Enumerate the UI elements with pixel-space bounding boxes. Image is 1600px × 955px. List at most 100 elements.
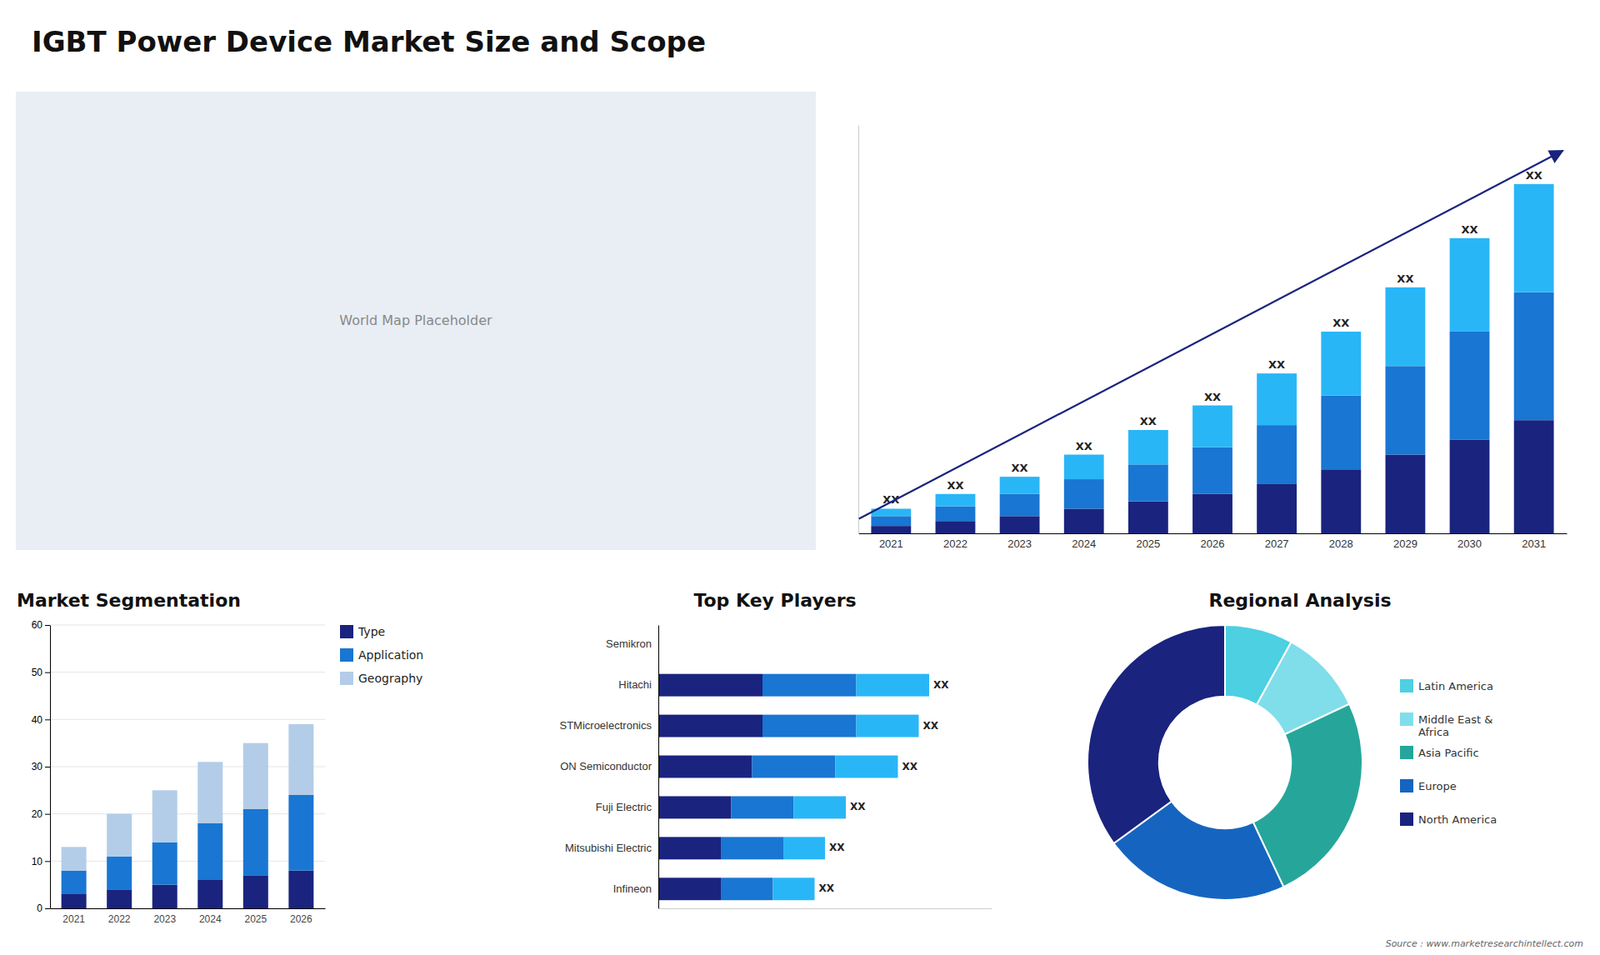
map-annotation: World Map Placeholder <box>339 312 493 329</box>
bar <box>835 755 899 779</box>
x-axis-tick: 2024 <box>199 908 222 925</box>
grid-line <box>50 813 325 815</box>
y-axis-tick-mark <box>45 719 50 720</box>
x-axis-tick: 2023 <box>1007 533 1032 550</box>
legend-item: Type <box>340 625 385 639</box>
bar <box>1000 494 1040 517</box>
bar <box>658 877 721 900</box>
y-axis-tick: Semikron <box>605 637 659 650</box>
bar <box>1192 494 1233 534</box>
y-axis-tick: ON Semiconductor <box>560 760 659 773</box>
bar <box>658 755 753 779</box>
y-axis-tick-mark <box>45 672 50 674</box>
bars <box>658 674 930 901</box>
bar <box>1000 476 1040 495</box>
x-axis-tick: 2022 <box>943 533 968 550</box>
chart-title: Top Key Players <box>693 590 856 611</box>
bar <box>288 795 314 871</box>
bar <box>243 875 269 909</box>
data-label: XX <box>1525 169 1543 182</box>
bar <box>61 846 87 870</box>
bar <box>1514 420 1555 534</box>
bar <box>288 724 314 795</box>
bar <box>762 674 857 697</box>
y-axis-tick: 30 <box>31 760 50 773</box>
data-label: XX <box>933 679 950 691</box>
data-label: XX <box>1396 272 1414 285</box>
bar <box>1450 238 1490 332</box>
legend-item: Middle East &Africa <box>1400 712 1493 739</box>
grid-line <box>50 625 325 626</box>
y-axis-tick-label: 60 <box>31 619 44 631</box>
x-axis-tick-label: 2021 <box>879 537 904 550</box>
grid-line <box>50 671 325 673</box>
bar <box>856 715 920 738</box>
y-axis-tick-label: Mitsubishi Electric <box>565 841 653 855</box>
x-axis-tick-label: 2023 <box>1007 537 1032 550</box>
y-axis-tick-label: 10 <box>31 855 44 868</box>
bar <box>243 743 269 810</box>
x-axis-tick: 2021 <box>62 908 85 925</box>
legend-item: Asia Pacific <box>1400 745 1480 760</box>
x-axis-tick-label: 2022 <box>108 913 131 925</box>
bar <box>870 525 911 534</box>
trend-arrow <box>859 150 1564 520</box>
y-axis-tick-mark <box>45 908 50 910</box>
bar <box>1064 455 1105 480</box>
data-label: XX <box>1204 390 1221 404</box>
bar <box>658 836 721 860</box>
x-axis-tick-label: 2026 <box>1200 537 1225 550</box>
x-axis-tick: 2021 <box>879 533 904 550</box>
y-axis-tick: 10 <box>31 855 50 868</box>
map-area <box>15 91 816 550</box>
grid-line <box>50 860 325 862</box>
data-label: XX <box>829 841 845 854</box>
pie-chart: Regional AnalysisLatin AmericaMiddle Eas… <box>1087 590 1497 900</box>
x-axis-tick: 2025 <box>244 908 267 925</box>
main-bar-chart: 2021202220232024202520262027202820292030… <box>859 125 1568 551</box>
figure-title: IGBT Power Device Market Size and Scope <box>31 25 706 59</box>
legend-swatch <box>1400 745 1414 760</box>
bar <box>288 870 314 909</box>
y-axis-tick-label: 30 <box>31 760 44 773</box>
x-axis-tick: 2025 <box>1135 533 1160 550</box>
grid <box>50 625 325 909</box>
bar <box>1320 469 1361 534</box>
bar <box>752 755 836 779</box>
y-axis-tick-label: Semikron <box>605 637 652 650</box>
y-axis-tick-label: STMicroelectronics <box>559 719 652 732</box>
x-axis-tick-label: 2026 <box>290 913 313 925</box>
x-axis-tick: 2028 <box>1329 533 1354 550</box>
bar <box>1514 184 1555 293</box>
x-axis-tick-label: 2024 <box>199 913 222 925</box>
bars <box>61 724 315 909</box>
bar <box>1256 425 1297 485</box>
slices <box>1087 625 1363 900</box>
legend-swatch <box>1400 779 1414 793</box>
x-axis-tick-label: 2023 <box>153 913 176 925</box>
players-chart: Top Key PlayersSemikronHitachiSTMicroele… <box>559 590 992 910</box>
x-axis: 2021 2022 2023 2024 2025 2026 <box>50 908 326 925</box>
x-axis-tick-label: 2030 <box>1457 537 1482 550</box>
y-axis-tick-label: Fuji Electric <box>595 800 653 814</box>
legend-item: Geography <box>340 671 423 685</box>
legend-label: Asia Pacific <box>1418 746 1480 760</box>
y-axis-tick-label: 40 <box>31 714 44 726</box>
bar <box>106 814 132 857</box>
bar <box>152 790 178 842</box>
data-label: XX <box>1268 358 1285 371</box>
x-axis-tick: 2027 <box>1265 533 1290 550</box>
legend: Latin AmericaMiddle East &AfricaAsia Pac… <box>1400 679 1497 826</box>
legend-swatch <box>1400 812 1414 826</box>
legend: Type Application Geography <box>340 625 424 685</box>
bar <box>61 870 87 895</box>
bar <box>152 842 178 885</box>
legend-item: Application <box>340 648 424 662</box>
x-axis-tick: 2024 <box>1071 533 1096 550</box>
y-axis-tick-mark <box>45 766 50 768</box>
data-label: XX <box>946 479 964 492</box>
x-axis-tick-label: 2022 <box>943 537 968 550</box>
bar <box>762 715 857 738</box>
bar <box>720 836 784 860</box>
chart-title: Market Segmentation <box>16 590 241 611</box>
